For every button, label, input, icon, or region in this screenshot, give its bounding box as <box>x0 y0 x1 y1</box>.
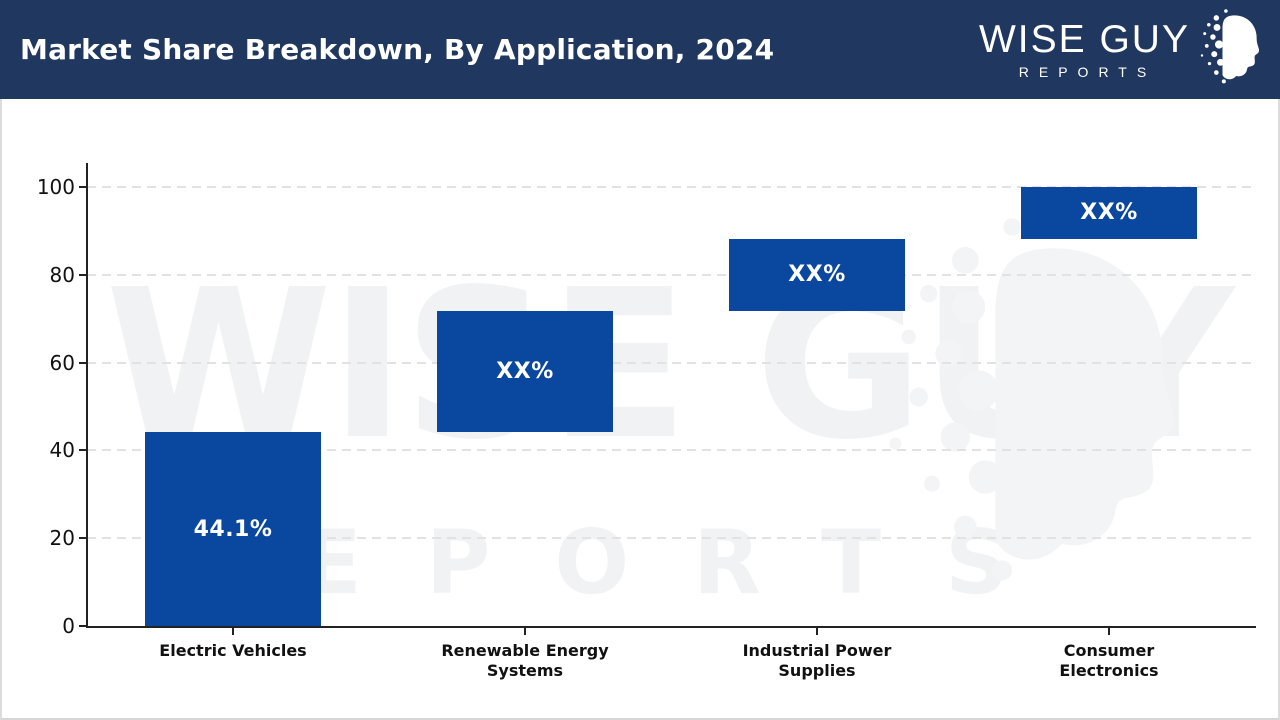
y-axis-tick <box>79 361 87 364</box>
x-axis-tick <box>816 628 818 635</box>
header-bar: Market Share Breakdown, By Application, … <box>0 0 1280 99</box>
y-axis-tick-label: 60 <box>49 350 75 375</box>
waterfall-plot: 0 20 40 60 80 100 44.1% Electric Vehicles XX% Ren… <box>2 99 1278 718</box>
x-axis-tick <box>524 628 526 635</box>
y-axis-tick <box>79 537 87 540</box>
gridline <box>87 537 1255 540</box>
y-axis-line <box>86 163 88 628</box>
wiseguy-logo: WISE GUY REPORTS <box>979 8 1280 91</box>
watermark-head-icon <box>889 218 1174 581</box>
logo-reports-text: REPORTS <box>1018 63 1157 80</box>
waterfall-bar: XX% <box>729 238 905 311</box>
logo-wiseguy-text: WISE GUY <box>978 17 1190 61</box>
chart-area: WISE GUY REPORTS 0 20 40 60 80 100 44.1% Electr… <box>0 99 1280 720</box>
category-label: Industrial Power Supplies <box>742 641 892 681</box>
bar-value-label: XX% <box>1080 200 1138 226</box>
gridline <box>87 273 1255 276</box>
logo-text: WISE GUY REPORTS <box>979 20 1190 80</box>
gridline <box>87 449 1255 452</box>
waterfall-bar: XX% <box>1021 187 1197 239</box>
y-axis-tick <box>79 625 87 627</box>
category-label: Renewable Energy Systems <box>441 641 609 681</box>
category-label: Electric Vehicles <box>159 641 307 660</box>
x-axis-tick <box>1108 628 1110 635</box>
y-axis-tick-label: 100 <box>36 175 75 199</box>
gridline <box>87 361 1255 364</box>
y-axis-tick <box>79 186 87 188</box>
y-axis-tick-label: 40 <box>49 438 75 463</box>
bar-value-label: XX% <box>788 262 846 288</box>
chart-title: Market Share Breakdown, By Application, … <box>20 33 775 66</box>
y-axis-tick <box>79 273 87 276</box>
x-axis-tick <box>232 628 234 635</box>
y-axis-tick-label: 0 <box>62 614 75 638</box>
y-axis-tick-label: 20 <box>49 526 75 551</box>
gridline <box>87 186 1255 188</box>
bar-value-label: 44.1% <box>193 516 273 542</box>
waterfall-bar: XX% <box>437 310 613 433</box>
wiseguy-head-icon <box>1200 8 1260 83</box>
waterfall-bar: 44.1% <box>145 432 321 626</box>
x-axis-line <box>86 626 1256 628</box>
category-label: Consumer Electronics <box>1059 641 1159 681</box>
y-axis-tick <box>79 449 87 452</box>
bar-value-label: XX% <box>496 359 554 385</box>
y-axis-tick-label: 80 <box>49 262 75 287</box>
